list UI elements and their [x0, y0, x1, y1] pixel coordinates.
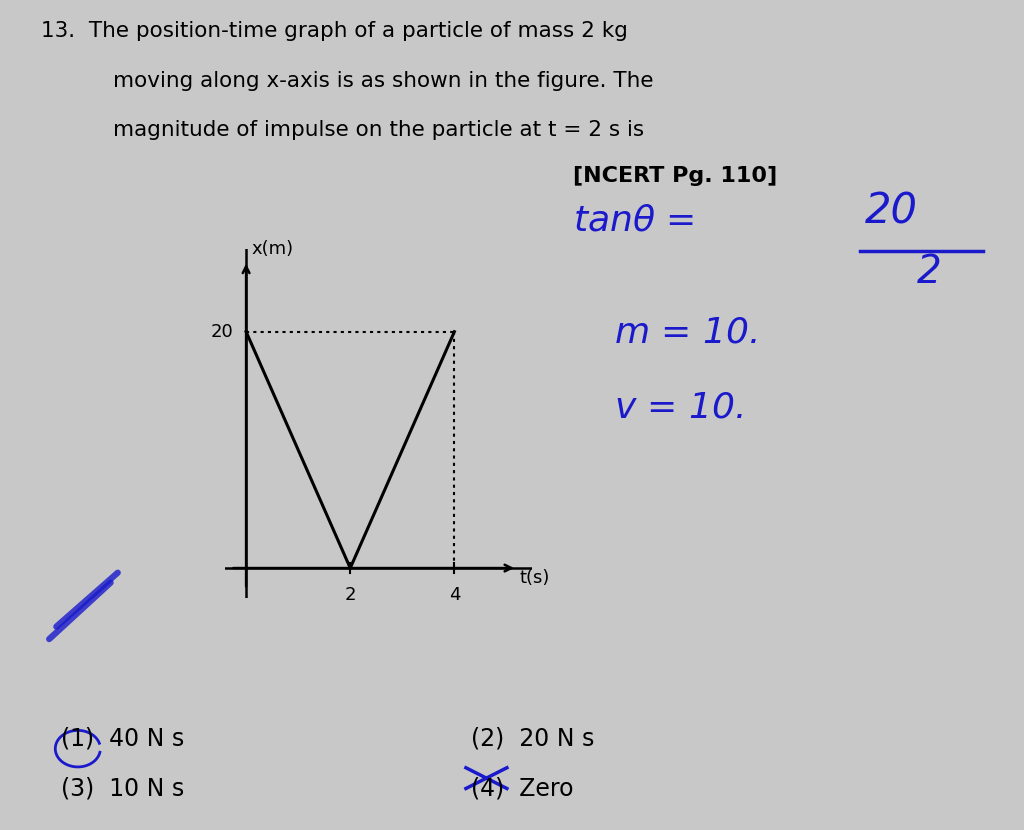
Text: 20: 20	[210, 323, 233, 341]
Text: $m$ = 10.: $m$ = 10.	[614, 315, 758, 349]
Text: 20: 20	[865, 191, 919, 233]
Text: (1)  40 N s: (1) 40 N s	[61, 726, 184, 750]
Text: t(s): t(s)	[519, 569, 550, 587]
Text: 2: 2	[344, 586, 356, 603]
Text: moving along x-axis is as shown in the figure. The: moving along x-axis is as shown in the f…	[113, 71, 653, 90]
Text: 2: 2	[916, 253, 941, 291]
Text: magnitude of impulse on the particle at t = 2 s is: magnitude of impulse on the particle at …	[113, 120, 644, 140]
Text: 13.  The position-time graph of a particle of mass 2 kg: 13. The position-time graph of a particl…	[41, 21, 628, 41]
Text: (3)  10 N s: (3) 10 N s	[61, 776, 184, 800]
Text: 4: 4	[449, 586, 460, 603]
Text: $tan\theta$ =: $tan\theta$ =	[573, 203, 694, 237]
Text: [NCERT Pg. 110]: [NCERT Pg. 110]	[573, 166, 777, 186]
Text: $v$ = 10.: $v$ = 10.	[614, 390, 743, 424]
Text: x(m): x(m)	[251, 241, 293, 258]
Text: (4)  Zero: (4) Zero	[471, 776, 573, 800]
Text: (2)  20 N s: (2) 20 N s	[471, 726, 594, 750]
